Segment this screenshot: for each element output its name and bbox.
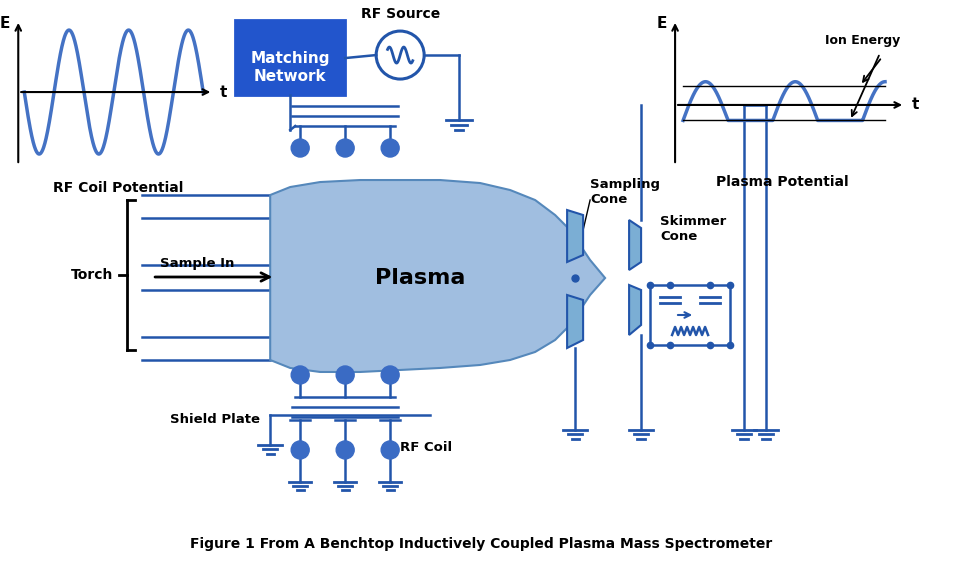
Text: E: E [656,16,666,30]
Circle shape [381,139,399,157]
Circle shape [335,441,354,459]
Text: RF Coil: RF Coil [400,442,452,455]
Polygon shape [628,220,640,270]
Polygon shape [270,180,604,372]
Text: Sample In: Sample In [160,257,234,270]
Text: t: t [220,85,228,100]
Text: t: t [911,98,919,112]
Circle shape [291,366,308,384]
Text: RF Source: RF Source [360,7,439,21]
Text: Network: Network [254,69,326,83]
Circle shape [291,139,308,157]
Text: Plasma: Plasma [375,268,465,288]
Text: Figure 1 From A Benchtop Inductively Coupled Plasma Mass Spectrometer: Figure 1 From A Benchtop Inductively Cou… [190,537,772,551]
Circle shape [335,366,354,384]
FancyBboxPatch shape [234,20,345,95]
Polygon shape [567,295,582,348]
Text: Sampling
Cone: Sampling Cone [589,178,659,206]
Circle shape [381,441,399,459]
Polygon shape [567,210,582,262]
Circle shape [291,441,308,459]
Text: E: E [0,16,11,30]
Polygon shape [628,285,640,335]
Circle shape [381,366,399,384]
Circle shape [335,139,354,157]
Text: RF Coil Potential: RF Coil Potential [53,181,184,195]
Text: Torch: Torch [71,268,113,282]
Text: Ion Energy: Ion Energy [824,34,899,47]
Text: Matching: Matching [250,51,330,65]
Text: Plasma Potential: Plasma Potential [715,175,848,189]
Text: Shield Plate: Shield Plate [170,413,260,426]
Text: Skimmer
Cone: Skimmer Cone [659,215,726,243]
